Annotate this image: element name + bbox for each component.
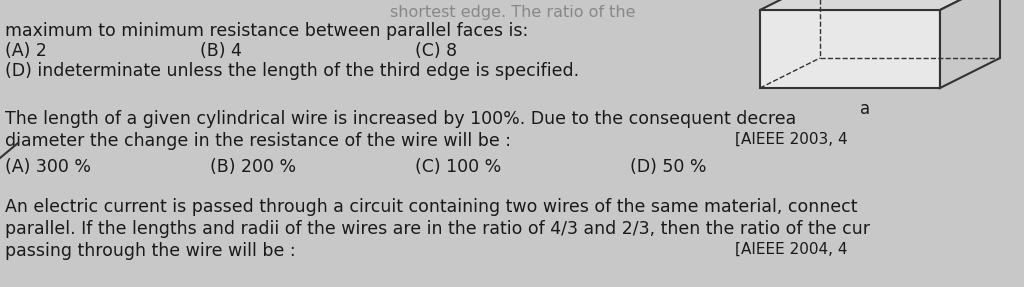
Text: (A) 300 %: (A) 300 % [5, 158, 91, 176]
Polygon shape [760, 10, 940, 88]
Text: The length of a given cylindrical wire is increased by 100%. Due to the conseque: The length of a given cylindrical wire i… [5, 110, 797, 128]
Text: (D) indeterminate unless the length of the third edge is specified.: (D) indeterminate unless the length of t… [5, 62, 580, 80]
Text: (B) 4: (B) 4 [200, 42, 242, 60]
Text: (C) 8: (C) 8 [415, 42, 457, 60]
Text: [AIEEE 2003, 4: [AIEEE 2003, 4 [735, 132, 848, 147]
Text: parallel. If the lengths and radii of the wires are in the ratio of 4/3 and 2/3,: parallel. If the lengths and radii of th… [5, 220, 870, 238]
Polygon shape [940, 0, 1000, 88]
Text: (D) 50 %: (D) 50 % [630, 158, 707, 176]
Polygon shape [760, 0, 1000, 10]
Text: [AIEEE 2004, 4: [AIEEE 2004, 4 [735, 242, 848, 257]
Text: (B) 200 %: (B) 200 % [210, 158, 296, 176]
Text: diameter the change in the resistance of the wire will be :: diameter the change in the resistance of… [5, 132, 511, 150]
Text: a: a [860, 100, 870, 118]
Text: shortest edge. The ratio of the: shortest edge. The ratio of the [390, 5, 636, 20]
Text: (A) 2: (A) 2 [5, 42, 47, 60]
Text: passing through the wire will be :: passing through the wire will be : [5, 242, 296, 260]
Text: An electric current is passed through a circuit containing two wires of the same: An electric current is passed through a … [5, 198, 857, 216]
Text: (C) 100 %: (C) 100 % [415, 158, 502, 176]
Text: maximum to minimum resistance between parallel faces is:: maximum to minimum resistance between pa… [5, 22, 528, 40]
